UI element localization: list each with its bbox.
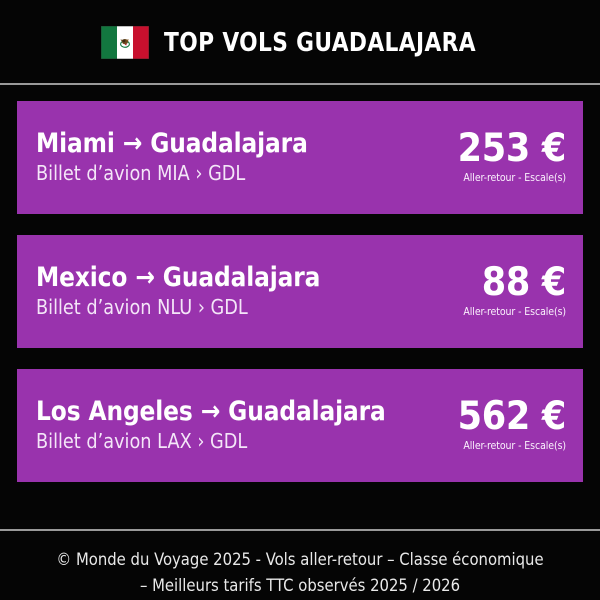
flight-price: 562 €: [457, 393, 567, 439]
flight-card-info: Miami → Guadalajara Billet d’avion MIA ›…: [36, 129, 319, 186]
flight-card-info: Los Angeles → Guadalajara Billet d’avion…: [36, 397, 400, 454]
flight-price-block: 88 € Aller-retour - Escale(s): [463, 259, 567, 320]
flight-fare-note: Aller-retour - Escale(s): [463, 171, 566, 184]
flight-route: Mexico → Guadalajara: [36, 262, 321, 294]
flight-fare-note: Aller-retour - Escale(s): [463, 439, 566, 452]
page-title: TOP VOLS GUADALAJARA: [163, 27, 476, 58]
footer-divider: [0, 528, 600, 531]
flight-card[interactable]: Mexico → Guadalajara Billet d’avion NLU …: [17, 235, 583, 348]
flight-price: 88 €: [481, 259, 567, 305]
flight-card[interactable]: Los Angeles → Guadalajara Billet d’avion…: [17, 369, 583, 482]
flight-card-list: Miami → Guadalajara Billet d’avion MIA ›…: [0, 85, 600, 510]
flight-route: Miami → Guadalajara: [36, 128, 308, 160]
mexico-flag-icon: [100, 26, 149, 59]
flight-route: Los Angeles → Guadalajara: [36, 396, 386, 428]
flight-ticket-code: Billet d’avion LAX › GDL: [36, 429, 248, 454]
poster-header: TOP VOLS GUADALAJARA: [0, 0, 600, 83]
flight-ticket-code: Billet d’avion MIA › GDL: [36, 161, 246, 186]
flight-fare-note: Aller-retour - Escale(s): [463, 305, 566, 318]
flight-price: 253 €: [457, 125, 567, 171]
flight-card[interactable]: Miami → Guadalajara Billet d’avion MIA ›…: [17, 101, 583, 214]
flight-price-block: 562 € Aller-retour - Escale(s): [457, 393, 567, 454]
footer-section: © Monde du Voyage 2025 - Vols aller-reto…: [0, 510, 600, 600]
flight-ticket-code: Billet d’avion NLU › GDL: [36, 295, 248, 320]
flight-card-info: Mexico → Guadalajara Billet d’avion NLU …: [36, 263, 332, 320]
flight-price-block: 253 € Aller-retour - Escale(s): [457, 125, 567, 186]
footer-legal-text: © Monde du Voyage 2025 - Vols aller-reto…: [56, 549, 544, 596]
header-divider: [0, 83, 600, 85]
